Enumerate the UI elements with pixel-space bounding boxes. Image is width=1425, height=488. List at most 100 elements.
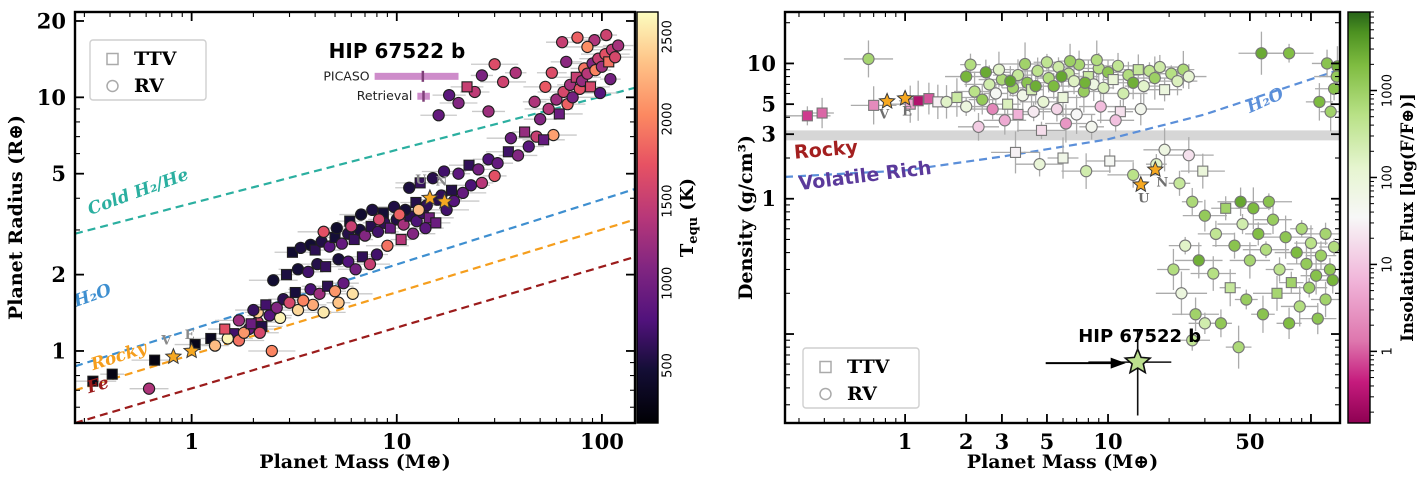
data-point-circle xyxy=(960,100,973,113)
data-point-circle xyxy=(1040,56,1054,69)
data-point-circle xyxy=(1171,74,1184,88)
data-point-circle xyxy=(1311,312,1324,325)
data-point-square xyxy=(219,323,231,335)
data-point-square xyxy=(1224,282,1236,294)
data-point-circle xyxy=(989,87,1002,100)
data-point-circle xyxy=(511,149,525,162)
data-point-circle xyxy=(1189,308,1202,321)
data-point-square xyxy=(1002,98,1014,110)
data-point-circle xyxy=(291,303,305,317)
x-tick-label: 1 xyxy=(184,429,199,454)
data-point-circle xyxy=(1273,263,1286,276)
y-tick-label: 3 xyxy=(761,122,776,147)
data-point-square xyxy=(584,81,597,93)
data-point-square xyxy=(280,269,293,281)
data-point-circle xyxy=(1303,281,1316,294)
composition-line xyxy=(75,187,635,368)
data-point-square xyxy=(1012,108,1024,120)
data-point-circle xyxy=(1029,79,1042,93)
data-point-circle xyxy=(1134,102,1147,116)
data-point-circle xyxy=(1070,108,1083,121)
data-point-circle xyxy=(1127,76,1140,89)
legend-label: RV xyxy=(847,383,878,405)
y-tick-label: 20 xyxy=(37,8,66,33)
data-point-circle xyxy=(1262,195,1275,208)
hip-bar-label: PICASO xyxy=(323,68,369,83)
data-point-circle xyxy=(291,263,305,276)
data-point-circle xyxy=(1148,71,1161,85)
hip-label: HIP 67522 b xyxy=(1078,326,1201,347)
right-panel-plot-area xyxy=(785,31,1340,369)
data-point-square xyxy=(801,110,813,122)
solar-system-star-N xyxy=(1146,160,1165,178)
data-point-circle xyxy=(442,89,456,102)
data-point-circle xyxy=(1293,300,1306,313)
data-point-square xyxy=(87,375,99,387)
data-point-square xyxy=(1057,152,1069,164)
data-point-circle xyxy=(979,66,993,79)
legend-circle-marker xyxy=(106,79,119,93)
data-point-circle xyxy=(1173,177,1186,190)
data-point-circle xyxy=(253,326,266,339)
data-point-square xyxy=(106,368,118,380)
y-tick-label: 1 xyxy=(51,338,66,363)
data-point-square xyxy=(149,354,161,366)
left-colorbar: 500 1000 1500 2000 2500 Tequ (K) xyxy=(636,11,701,424)
data-point-circle xyxy=(1192,254,1205,267)
x-tick-label: 3 xyxy=(995,429,1010,454)
data-point-square xyxy=(1107,74,1119,86)
data-point-circle xyxy=(547,128,560,142)
data-point-circle xyxy=(539,80,552,93)
data-point-circle xyxy=(437,165,451,178)
data-point-circle xyxy=(142,382,156,395)
data-point-square xyxy=(309,244,321,256)
data-point-circle xyxy=(1182,148,1195,162)
data-point-circle xyxy=(302,265,315,279)
data-point-circle xyxy=(1067,74,1081,88)
composition-line-label: H₂O xyxy=(70,280,114,312)
data-point-circle xyxy=(1320,57,1334,70)
data-point-circle xyxy=(560,55,573,69)
right-colorbar-bar xyxy=(1347,11,1371,424)
data-point-circle xyxy=(366,203,379,217)
data-point-circle xyxy=(1004,74,1017,88)
solar-system-letter: V xyxy=(878,107,890,122)
legend-label: RV xyxy=(134,75,165,97)
data-point-circle xyxy=(464,179,478,192)
data-point-circle xyxy=(581,40,594,54)
composition-line-label: H₂O xyxy=(1243,84,1287,118)
data-point-circle xyxy=(426,172,440,185)
data-point-circle xyxy=(232,314,246,327)
data-point-circle xyxy=(1256,308,1270,321)
data-point-circle xyxy=(1109,114,1122,127)
data-point-circle xyxy=(354,208,368,221)
data-point-square xyxy=(1220,202,1232,214)
data-point-circle xyxy=(265,344,278,358)
x-tick-label: 50 xyxy=(1235,429,1264,454)
solar-system-star-E xyxy=(896,89,914,106)
data-point-circle xyxy=(1319,293,1332,306)
data-point-circle xyxy=(363,257,377,271)
data-point-circle xyxy=(550,93,563,106)
data-point-circle xyxy=(297,294,310,307)
data-point-circle xyxy=(1313,95,1326,109)
solar-system-star-N xyxy=(435,192,454,210)
data-point-circle xyxy=(1266,213,1280,226)
y-tick-label: 5 xyxy=(51,161,66,186)
data-point-square xyxy=(951,91,963,104)
data-point-circle xyxy=(1234,195,1247,208)
data-point-square xyxy=(1159,84,1171,96)
data-point-circle xyxy=(940,95,953,109)
data-point-circle xyxy=(345,220,358,233)
left-panel-plot-area xyxy=(75,28,635,423)
data-point-circle xyxy=(1033,158,1046,171)
data-point-circle xyxy=(522,140,535,153)
data-point-circle xyxy=(1300,257,1313,271)
data-point-circle xyxy=(475,176,489,190)
data-point-circle xyxy=(358,229,372,242)
colorbar-tick-label: 500 xyxy=(661,353,676,378)
solar-system-star-E xyxy=(182,341,201,359)
rocky-density-band xyxy=(785,130,1340,141)
data-point-circle xyxy=(335,237,349,250)
